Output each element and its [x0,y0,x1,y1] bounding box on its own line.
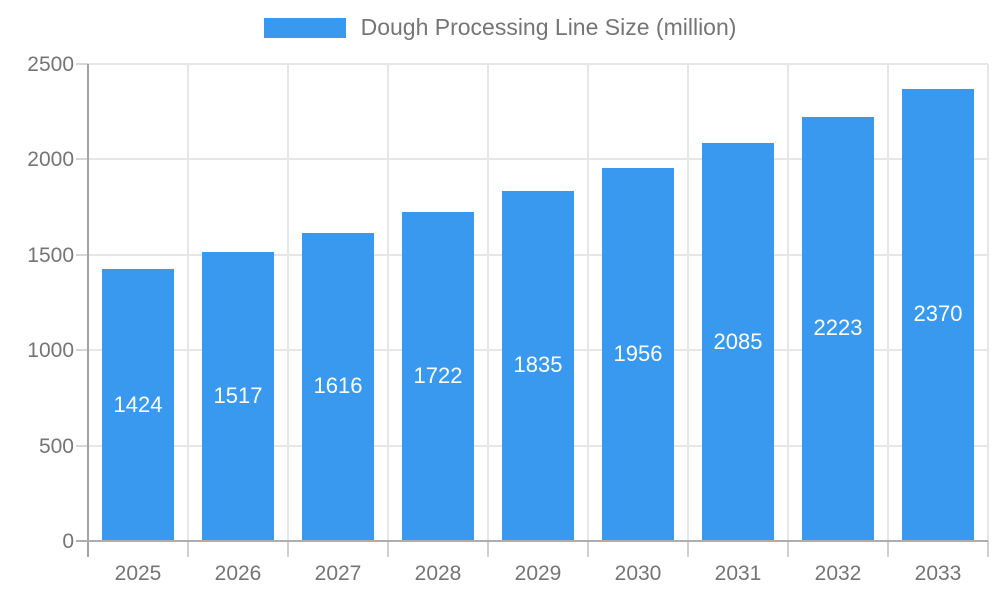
bar[interactable]: 1517 [202,251,274,540]
x-axis-tick [887,541,889,557]
bar-value-label: 1616 [313,373,363,399]
bar[interactable]: 2370 [902,88,974,540]
vertical-gridline [987,64,989,541]
y-tick-label: 0 [62,530,74,553]
x-axis-tick [287,541,289,557]
bar-value-label: 2085 [713,328,763,354]
chart-legend: Dough Processing Line Size (million) [0,14,1000,42]
horizontal-gridline [88,158,988,161]
vertical-gridline [587,64,589,541]
vertical-gridline [787,64,789,541]
bar-value-label: 2370 [913,301,963,327]
vertical-gridline [287,64,289,541]
x-axis-line [76,540,988,542]
x-axis-tick [487,541,489,557]
y-tick-label: 1000 [27,339,74,363]
x-tick-label: 2031 [714,562,762,585]
vertical-gridline [387,64,389,541]
x-tick-label: 2030 [614,562,662,585]
vertical-gridline [887,64,889,541]
x-axis-tick [587,541,589,557]
x-axis-tick [387,541,389,557]
bar[interactable]: 1722 [402,212,474,540]
bar-value-label: 1517 [213,382,263,408]
y-tick-label: 2000 [27,148,74,172]
legend-item[interactable]: Dough Processing Line Size (million) [263,14,737,42]
vertical-gridline [687,64,689,541]
bar[interactable]: 1424 [102,269,174,540]
x-axis-tick [187,541,189,557]
y-axis-tick [76,158,88,161]
y-tick-label: 2500 [27,53,74,76]
legend-swatch-icon [263,17,346,38]
bar[interactable]: 1956 [602,167,674,540]
bar-value-label: 1835 [513,352,563,378]
bar[interactable]: 2085 [702,143,774,540]
x-tick-label: 2028 [414,562,462,585]
bar[interactable]: 1835 [502,190,574,540]
x-tick-label: 2027 [314,562,362,585]
x-tick-label: 2026 [214,562,262,585]
vertical-gridline [187,64,189,541]
x-tick-label: 2033 [914,562,962,585]
x-axis-tick [687,541,689,557]
y-axis-tick [76,253,88,256]
x-tick-label: 2032 [814,562,862,585]
x-tick-label: 2029 [514,562,562,585]
y-axis-tick [76,63,88,65]
bar-value-label: 1424 [113,391,163,417]
bar[interactable]: 2223 [802,116,874,540]
y-tick-label: 1500 [27,243,74,267]
horizontal-gridline [88,63,988,65]
bar-value-label: 1722 [413,363,463,389]
y-axis-tick [76,444,88,447]
bar-value-label: 2223 [813,315,863,341]
x-axis-tick [787,541,789,557]
vertical-gridline [487,64,489,541]
y-axis-tick [76,349,88,352]
x-axis-tick [987,541,989,557]
y-tick-label: 500 [38,434,74,458]
legend-label: Dough Processing Line Size (million) [360,14,737,40]
bar-value-label: 1956 [613,340,663,366]
y-axis-line [87,64,89,557]
bar[interactable]: 1616 [302,232,374,540]
x-tick-label: 2025 [114,562,162,585]
